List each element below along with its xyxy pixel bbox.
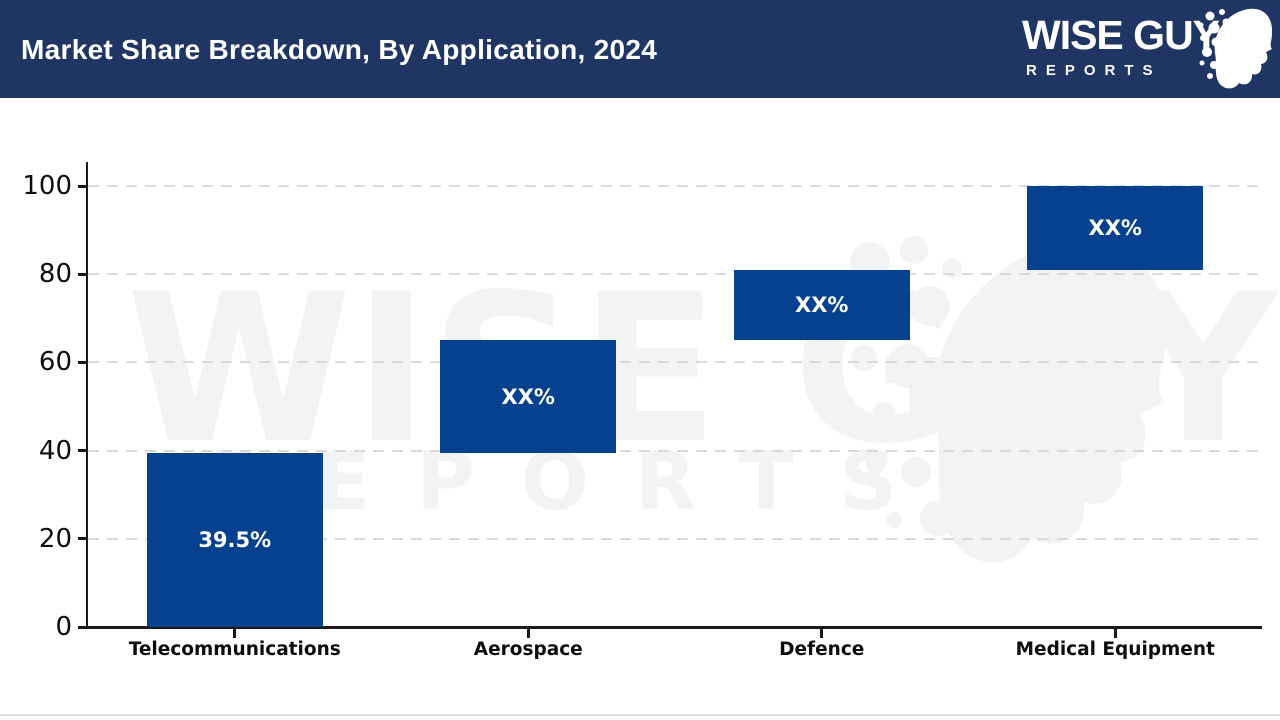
y-tick-mark-40: [78, 449, 87, 453]
bar-value-label-defence: XX%: [795, 293, 849, 318]
y-tick-mark-20: [78, 537, 87, 541]
x-category-label-medical-equipment: Medical Equipment: [1015, 639, 1215, 660]
gridline-80: [88, 273, 1262, 276]
bar-value-label-medical-equipment: XX%: [1088, 215, 1142, 240]
x-tick-mark-defence: [820, 629, 824, 638]
gridline-100: [88, 185, 1262, 187]
bar-value-label-telecommunications: 39.5%: [198, 527, 272, 552]
y-tick-label-40: 40: [38, 435, 72, 466]
y-tick-label-100: 100: [22, 171, 72, 201]
gridline-60: [88, 361, 1262, 364]
watermark-dotted-head-icon: [837, 236, 1167, 563]
y-tick-label-0: 0: [55, 612, 72, 642]
x-tick-mark-medical-equipment: [1113, 629, 1117, 638]
bar-defence: XX%: [733, 269, 910, 341]
bottom-divider: [0, 714, 1280, 716]
logo-text-line2: REPORTS: [1026, 62, 1162, 79]
bar-telecommunications: 39.5%: [146, 452, 323, 627]
x-category-label-aerospace: Aerospace: [473, 639, 583, 660]
gridline-20: [88, 537, 1262, 540]
x-tick-mark-aerospace: [526, 629, 530, 638]
y-axis-line: [86, 162, 88, 629]
x-axis-line: [86, 626, 1262, 629]
page-title: Market Share Breakdown, By Application, …: [21, 34, 658, 65]
wise-guy-logo: WISE GUY REPORTS: [1022, 8, 1273, 89]
y-tick-label-20: 20: [38, 523, 72, 554]
watermark-text-line2: REPORTS: [208, 435, 944, 528]
bar-value-label-aerospace: XX%: [501, 384, 555, 409]
y-tick-mark-100: [78, 184, 87, 188]
x-tick-mark-telecommunications: [233, 629, 237, 638]
x-category-label-telecommunications: Telecommunications: [128, 639, 341, 660]
bar-medical-equipment: XX%: [1027, 186, 1204, 270]
bar-aerospace: XX%: [440, 340, 617, 453]
logo-dotted-head-icon: [1198, 8, 1273, 89]
logo-text-line1: WISE GUY: [1022, 12, 1220, 58]
header-band: Market Share Breakdown, By Application, …: [0, 0, 1280, 98]
y-tick-mark-60: [78, 360, 87, 364]
y-tick-mark-0: [78, 625, 87, 629]
y-tick-label-80: 80: [38, 259, 72, 290]
y-tick-label-60: 60: [38, 347, 72, 378]
y-tick-mark-80: [78, 272, 87, 276]
gridline-40: [88, 449, 1262, 452]
x-category-label-defence: Defence: [779, 639, 865, 660]
